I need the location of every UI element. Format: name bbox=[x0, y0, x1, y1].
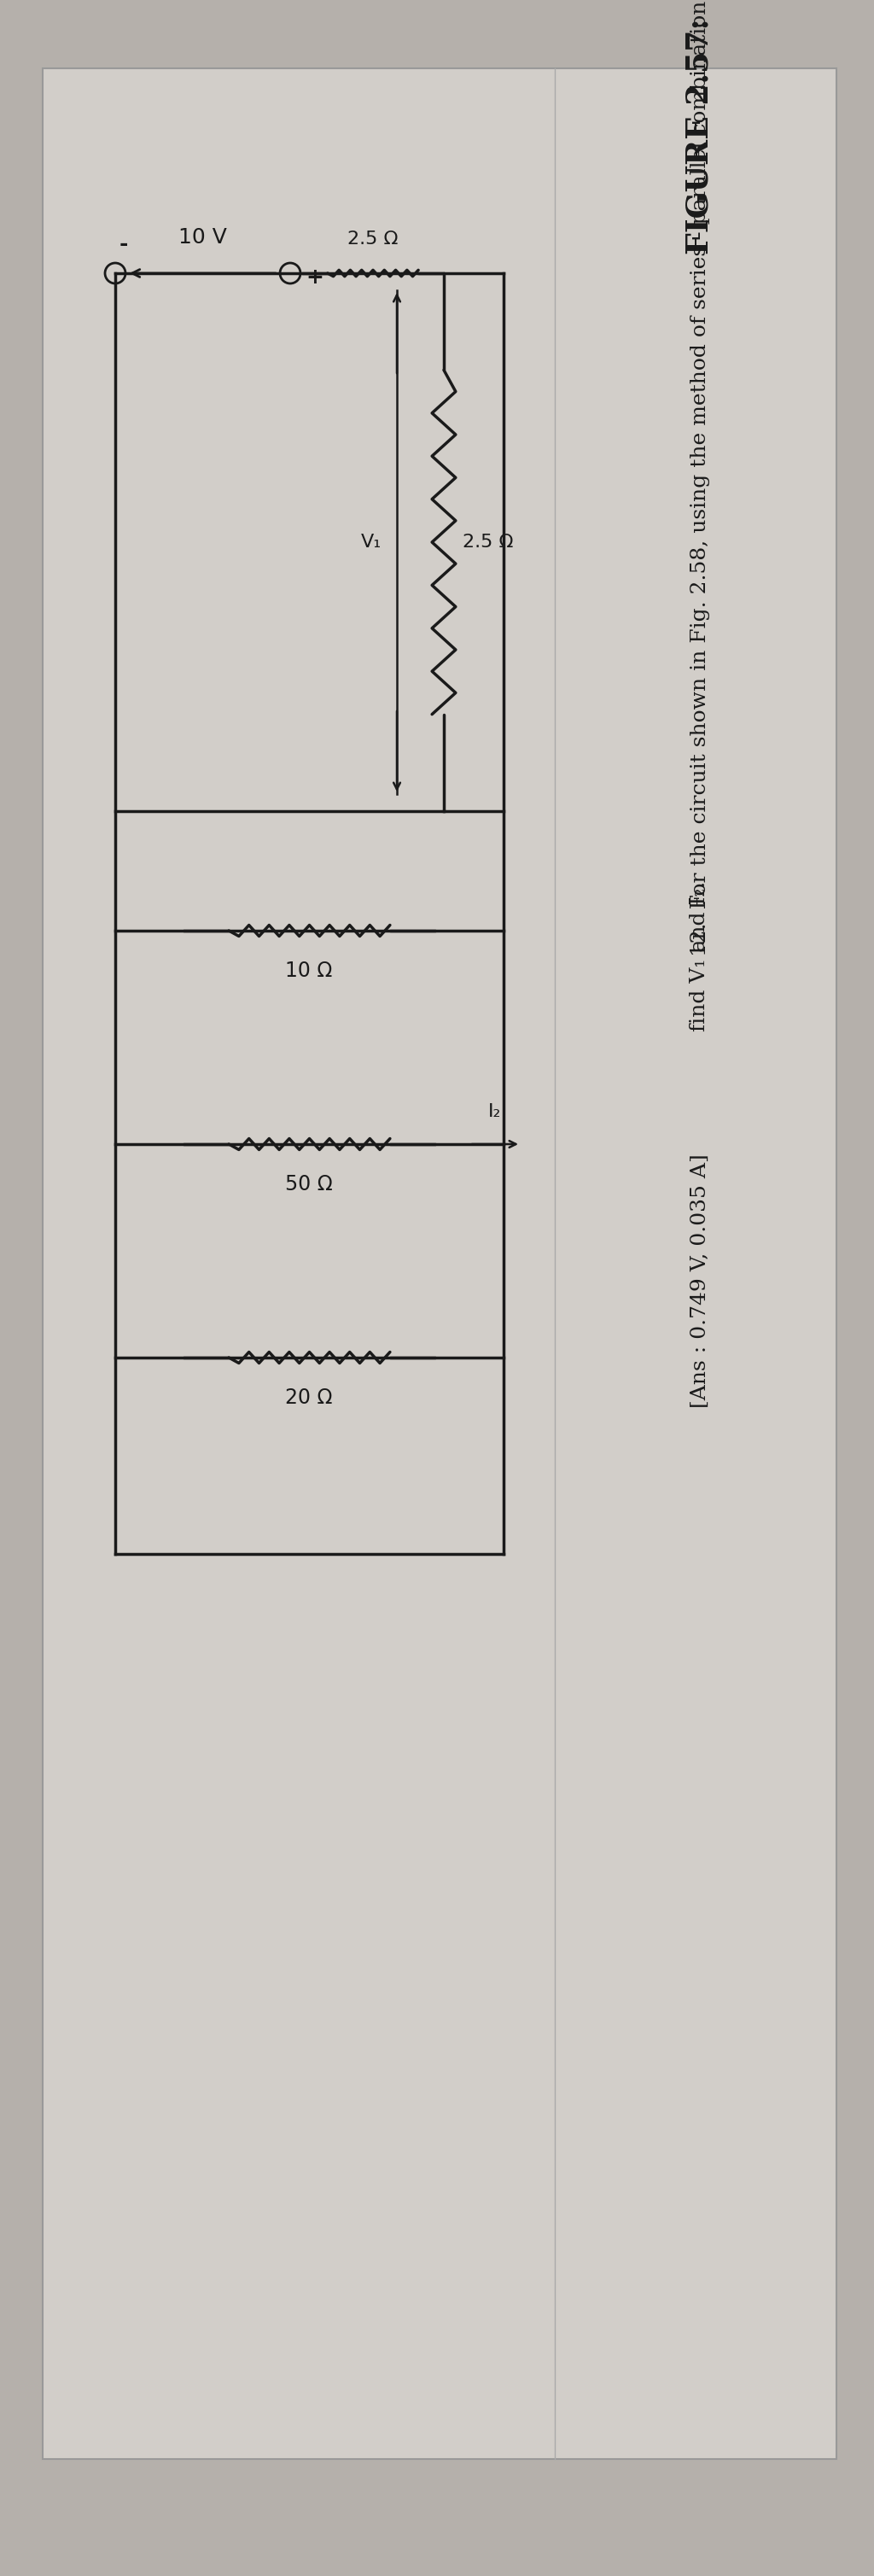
Text: FIGURE 2.57:: FIGURE 2.57: bbox=[685, 18, 714, 255]
Text: 12.  For the circuit shown in Fig. 2.58, using the method of series - parallel c: 12. For the circuit shown in Fig. 2.58, … bbox=[690, 0, 710, 956]
Text: +: + bbox=[306, 268, 323, 289]
Text: 10 Ω: 10 Ω bbox=[285, 961, 333, 981]
Text: V₁: V₁ bbox=[361, 533, 382, 551]
Text: 20 Ω: 20 Ω bbox=[285, 1388, 333, 1409]
Text: -: - bbox=[120, 234, 128, 255]
Text: 10 V: 10 V bbox=[178, 227, 226, 247]
Text: I₂: I₂ bbox=[489, 1103, 502, 1121]
Text: find V₁ and I₂.: find V₁ and I₂. bbox=[690, 881, 710, 1030]
Text: [Ans : 0.749 V, 0.035 A]: [Ans : 0.749 V, 0.035 A] bbox=[690, 1154, 710, 1409]
Text: 50 Ω: 50 Ω bbox=[285, 1175, 333, 1195]
Text: 2.5 Ω: 2.5 Ω bbox=[462, 533, 513, 551]
Text: 2.5 Ω: 2.5 Ω bbox=[348, 229, 399, 247]
